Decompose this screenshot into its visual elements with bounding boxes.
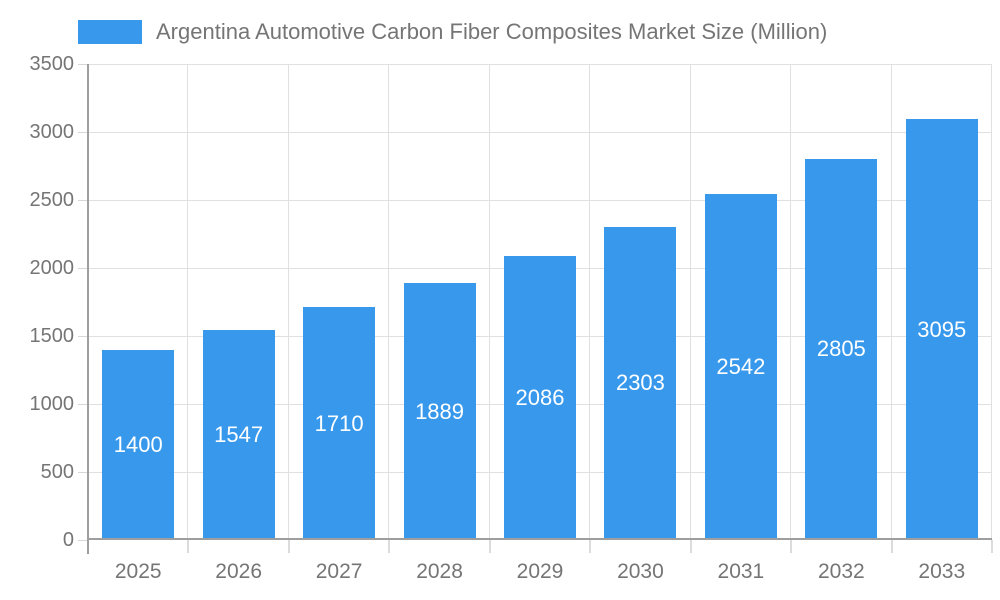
y-axis-tick (78, 335, 88, 337)
bar-value-label: 1710 (314, 410, 364, 436)
x-axis-label: 2025 (114, 560, 162, 583)
y-axis-label: 2500 (29, 189, 75, 211)
x-axis-tick (488, 540, 491, 553)
y-axis-label: 1000 (29, 393, 75, 415)
x-axis-tick (689, 540, 692, 553)
legend-swatch[interactable] (78, 20, 142, 44)
y-axis-tick (78, 199, 88, 201)
x-axis-tick (890, 540, 893, 553)
bar-2027[interactable]: 1710 (303, 307, 376, 540)
vertical-gridline (589, 64, 591, 540)
y-axis-tick (78, 403, 88, 405)
bar-value-label: 1547 (214, 421, 264, 447)
y-axis-tick (78, 131, 88, 133)
bar-2029[interactable]: 2086 (504, 256, 576, 540)
legend[interactable]: Argentina Automotive Carbon Fiber Compos… (78, 19, 827, 45)
y-axis-tick (78, 63, 88, 65)
y-axis-label: 3500 (29, 53, 75, 75)
y-axis-tick (78, 471, 88, 473)
y-axis-label: 500 (40, 461, 74, 483)
bar-2032[interactable]: 2805 (805, 158, 878, 540)
y-axis-label: 2000 (29, 257, 75, 279)
vertical-gridline (388, 64, 390, 540)
x-axis-tick (991, 540, 993, 553)
bar-2033[interactable]: 3095 (905, 119, 978, 540)
x-axis-label: 2028 (416, 560, 463, 583)
bar-2026[interactable]: 1547 (202, 329, 275, 540)
y-axis-tick (78, 267, 88, 269)
bar-value-label: 2086 (515, 385, 565, 411)
y-axis-label: 1500 (29, 325, 75, 347)
x-axis-tick (589, 540, 592, 553)
bar-value-label: 2542 (716, 354, 766, 380)
y-axis-line (87, 64, 89, 554)
vertical-gridline (991, 64, 992, 540)
x-axis-tick (287, 540, 290, 553)
vertical-gridline (287, 64, 289, 540)
bar-value-label: 1400 (113, 431, 163, 457)
vertical-gridline (488, 64, 490, 540)
x-axis-label: 2031 (717, 560, 765, 583)
bar-value-label: 2303 (615, 370, 665, 396)
x-axis-label: 2030 (617, 560, 664, 583)
horizontal-gridline (88, 199, 992, 201)
x-axis-label: 2027 (315, 560, 363, 583)
bar-value-label: 3095 (917, 316, 967, 342)
bar-value-label: 2805 (816, 336, 866, 362)
x-axis-tick (187, 540, 190, 553)
x-axis-tick (790, 540, 793, 553)
bar-2028[interactable]: 1889 (403, 283, 476, 540)
horizontal-gridline (88, 63, 992, 65)
chart-title: Argentina Automotive Carbon Fiber Compos… (156, 19, 828, 44)
bar-2030[interactable]: 2303 (604, 226, 677, 540)
x-axis-tick (388, 540, 391, 553)
x-axis-label: 2026 (215, 560, 263, 583)
y-axis-tick (78, 539, 88, 541)
x-axis-label: 2029 (516, 560, 564, 583)
vertical-gridline (890, 64, 892, 540)
y-axis-label: 0 (62, 529, 74, 551)
x-axis-line (88, 538, 992, 540)
vertical-gridline (689, 64, 691, 540)
bar-2031[interactable]: 2542 (704, 194, 777, 540)
horizontal-gridline (88, 131, 992, 133)
plot-area: 1400 1547 1710 1889 2086 2303 2542 2805 3095 (88, 63, 992, 540)
x-axis-label: 2032 (817, 560, 865, 583)
x-axis-label: 2033 (918, 560, 966, 583)
vertical-gridline (790, 64, 792, 540)
bar-value-label: 1889 (415, 398, 465, 424)
vertical-gridline (187, 64, 189, 540)
bar-2025[interactable]: 1400 (102, 349, 175, 540)
y-axis-label: 3000 (29, 121, 75, 143)
